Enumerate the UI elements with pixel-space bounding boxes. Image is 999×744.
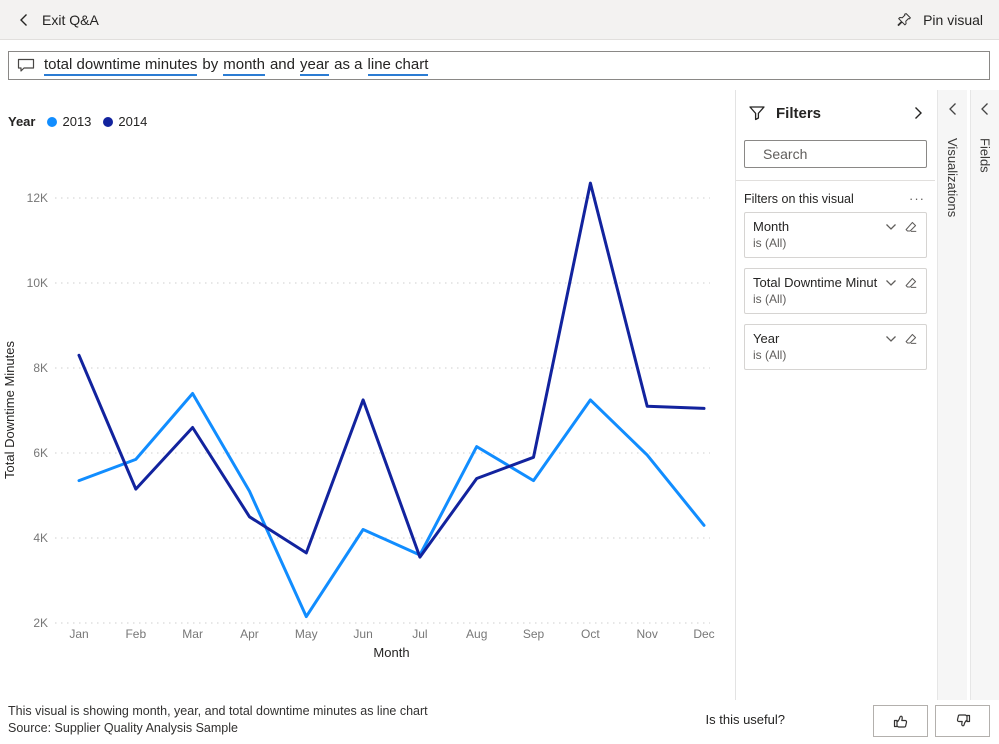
visual-description: This visual is showing month, year, and … [8, 703, 428, 737]
filter-field-name: Total Downtime Minut... [753, 275, 878, 290]
filter-card[interactable]: Month is (All) [744, 212, 927, 258]
legend-item-2014[interactable]: 2014 [103, 114, 147, 129]
thumbs-up-icon [893, 715, 907, 728]
thumbs-down-button[interactable] [935, 705, 990, 737]
filters-pane: Filters Filters on this visual ··· Month… [735, 90, 944, 700]
pushpin-icon [897, 12, 911, 26]
y-axis-tick-label: 6K [33, 446, 48, 460]
eraser-icon[interactable] [904, 220, 918, 234]
qa-term-token[interactable]: line chart [367, 56, 429, 76]
filters-on-visual-section: Filters on this visual ··· [736, 181, 935, 212]
more-options-ellipsis-icon[interactable]: ··· [909, 191, 925, 206]
line-chart-visual: 2K 4K 6K 8K 10K 12K Jan Feb Mar Apr May Jun Jul Aug Se… [0, 90, 735, 700]
expand-visualizations-chevron-left-icon[interactable] [946, 102, 960, 116]
eraser-icon[interactable] [904, 332, 918, 346]
y-axis-tick-label: 2K [33, 616, 48, 630]
exit-qa-label: Exit Q&A [42, 11, 99, 28]
legend-label: 2014 [118, 114, 148, 129]
filter-condition: is (All) [753, 348, 787, 362]
collapse-filters-chevron-right-icon[interactable] [911, 106, 925, 120]
y-axis-tick-label: 4K [33, 531, 48, 545]
filter-field-name: Year [753, 331, 780, 346]
filters-on-visual-label: Filters on this visual [744, 191, 854, 206]
filters-search-input[interactable] [763, 146, 944, 162]
chevron-down-icon[interactable] [884, 220, 898, 234]
legend-items: 2013 2014 [47, 114, 147, 129]
y-axis-tick-label: 8K [33, 361, 48, 375]
expand-fields-chevron-left-icon[interactable] [978, 102, 992, 116]
legend-item-2013[interactable]: 2013 [47, 114, 91, 129]
x-axis-title: Month [373, 645, 409, 660]
eraser-icon[interactable] [904, 276, 918, 290]
speech-bubble-icon [17, 58, 35, 72]
x-axis-tick-label: Oct [581, 627, 600, 641]
x-axis-tick-label: Sep [523, 627, 545, 641]
qa-term-token[interactable]: total downtime minutes [44, 56, 198, 76]
qa-term-token[interactable]: year [299, 56, 330, 76]
chart-legend: Year 2013 2014 [8, 114, 147, 129]
qa-question-input[interactable]: total downtime minutes by month and year as a… [8, 51, 990, 80]
filter-condition: is (All) [753, 236, 787, 250]
funnel-icon [749, 106, 765, 121]
chevron-down-icon[interactable] [884, 276, 898, 290]
legend-title: Year [8, 114, 36, 129]
line-chart-canvas[interactable]: 2K 4K 6K 8K 10K 12K Jan Feb Mar Apr May Jun Jul Aug Se… [0, 90, 735, 700]
x-axis-tick-label: Apr [240, 627, 259, 641]
exit-qa-button[interactable]: Exit Q&A [16, 12, 99, 28]
x-axis-tick-label: May [295, 627, 318, 641]
legend-dot-icon [103, 116, 114, 127]
line-series-2014[interactable] [77, 181, 706, 559]
x-axis-tick-label: Dec [693, 627, 714, 641]
x-axis-tick-label: Aug [466, 627, 487, 641]
x-axis-tick-label: Jun [353, 627, 372, 641]
footer: This visual is showing month, year, and … [0, 700, 999, 744]
qa-connector-token: as a [334, 55, 363, 73]
visual-description-line: This visual is showing month, year, and … [8, 704, 428, 718]
thumbs-up-button[interactable] [873, 705, 928, 737]
line-series-2013[interactable] [77, 392, 706, 619]
qa-term-token[interactable]: month [223, 56, 265, 76]
filter-field-name: Month [753, 219, 790, 234]
filters-title: Filters [776, 104, 822, 122]
y-axis-tick-label: 10K [27, 276, 48, 290]
qa-connector-token: and [269, 55, 295, 73]
filter-card[interactable]: Year is (All) [744, 324, 927, 370]
filter-card[interactable]: Total Downtime Minut... is (All) [744, 268, 927, 314]
pin-visual-label: Pin visual [923, 11, 983, 28]
top-bar: Exit Q&A Pin visual [0, 0, 999, 40]
legend-label: 2013 [62, 114, 92, 129]
x-axis-tick-label: Nov [637, 627, 658, 641]
filters-search-box [744, 140, 944, 168]
filters-divider [736, 180, 935, 181]
chevron-left-icon [20, 13, 27, 26]
fields-collapsed-pane[interactable]: Fields [970, 90, 999, 700]
visualizations-collapsed-pane[interactable]: Visualizations [937, 90, 967, 700]
fields-pane-label: Fields [977, 138, 993, 173]
visualizations-pane-label: Visualizations [945, 138, 960, 218]
legend-dot-icon [47, 116, 58, 127]
x-axis-tick-label: Jan [69, 627, 88, 641]
qa-input-row: total downtime minutes by month and year as a… [0, 40, 999, 90]
qa-question-text: total downtime minutes by month and year as a… [44, 55, 429, 76]
x-axis-tick-label: Mar [182, 627, 203, 641]
filters-header: Filters [736, 90, 935, 132]
chevron-down-icon[interactable] [884, 332, 898, 346]
is-this-useful-label: Is this useful? [705, 712, 786, 727]
x-axis-tick-label: Feb [125, 627, 146, 641]
y-axis-title: Total Downtime Minutes [2, 341, 17, 479]
pin-visual-button[interactable]: Pin visual [895, 11, 983, 29]
filter-card-list: Month is (All) Total Downtime Minut... is (… [736, 212, 935, 370]
y-axis-tick-label: 12K [27, 191, 48, 205]
filter-condition: is (All) [753, 292, 787, 306]
visual-source-line: Source: Supplier Quality Analysis Sample [8, 721, 238, 735]
x-axis-tick-label: Jul [412, 627, 427, 641]
thumbs-down-icon [956, 714, 970, 727]
qa-connector-token: by [202, 55, 219, 73]
